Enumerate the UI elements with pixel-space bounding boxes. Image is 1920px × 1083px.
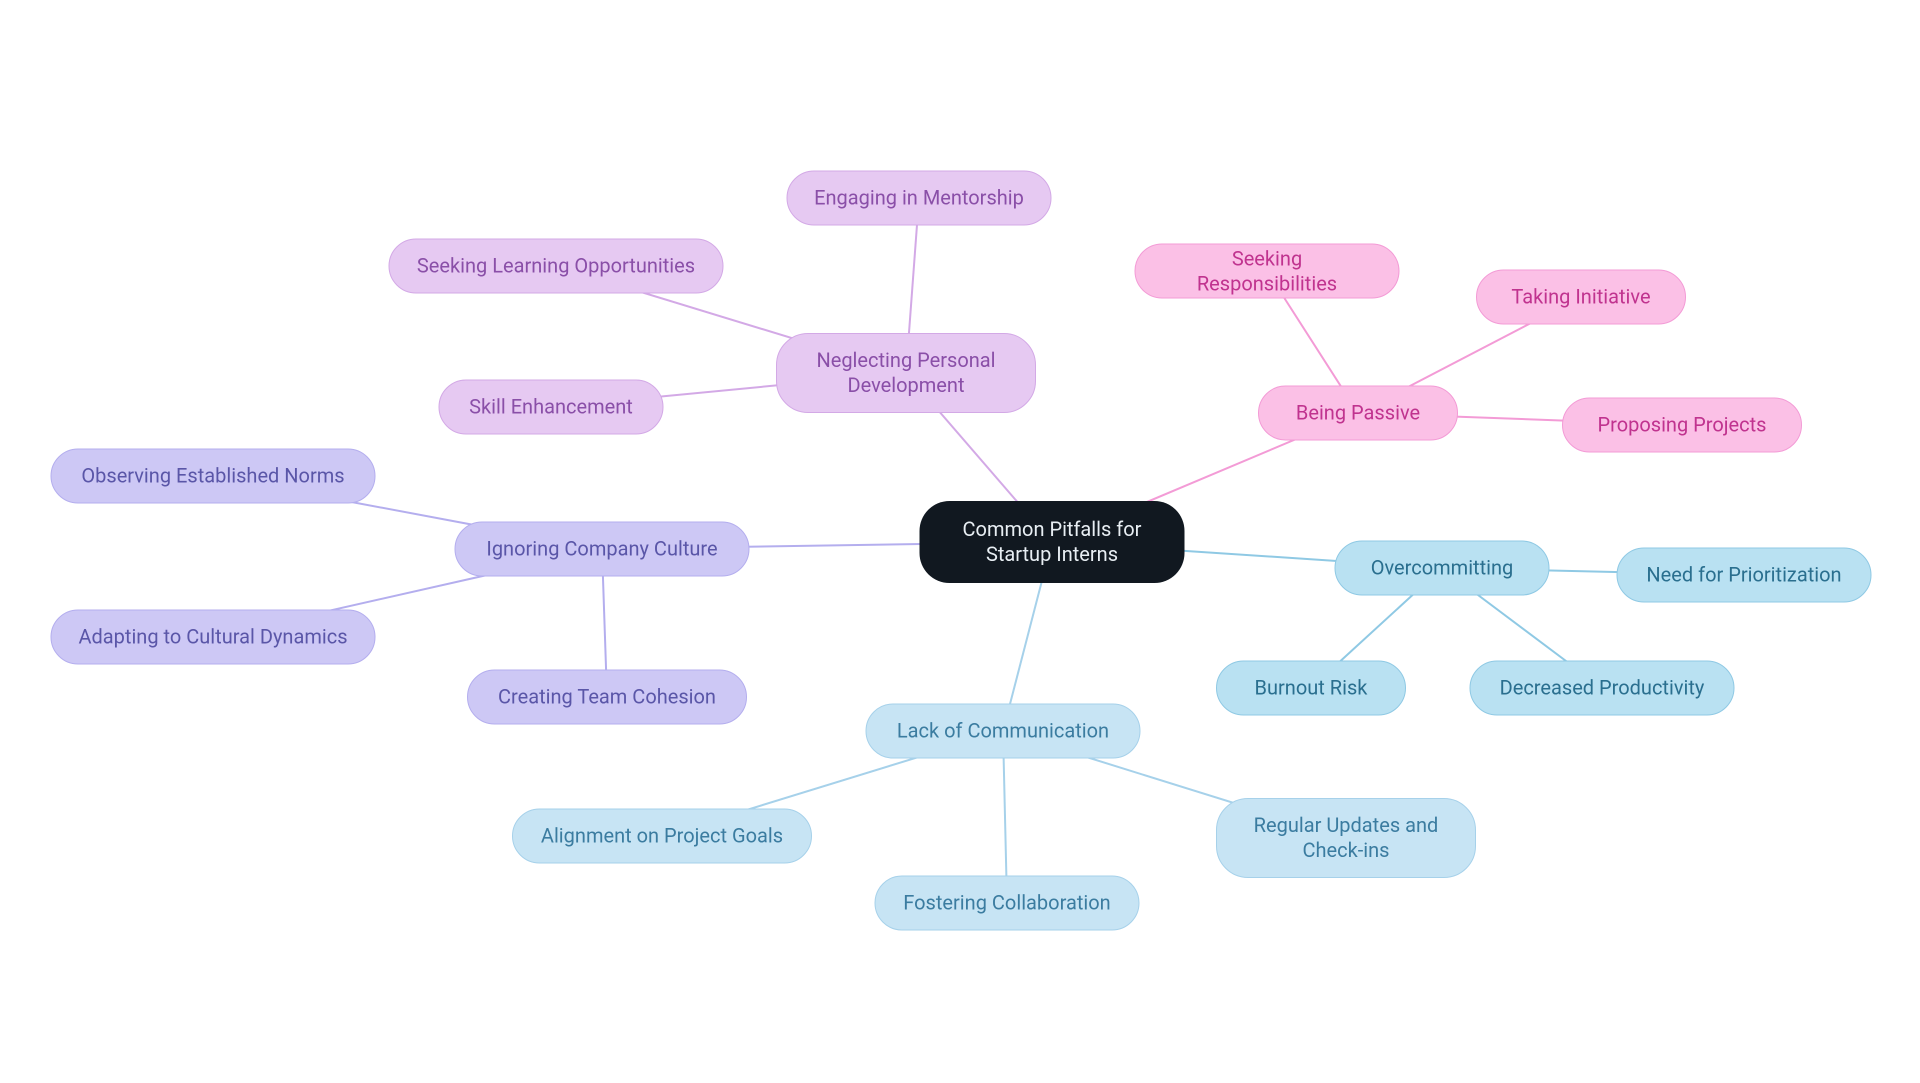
mindmap-canvas: Common Pitfalls for Startup Interns Over… xyxy=(0,0,1920,1083)
center-node: Common Pitfalls for Startup Interns xyxy=(920,501,1185,583)
leaf-node-overcommitting-0: Need for Prioritization xyxy=(1617,548,1872,603)
leaf-node-communication-0: Alignment on Project Goals xyxy=(512,809,812,864)
leaf-node-culture-2: Creating Team Cohesion xyxy=(467,670,747,725)
leaf-node-overcommitting-2: Burnout Risk xyxy=(1216,661,1406,716)
hub-node-passive: Being Passive xyxy=(1258,386,1458,441)
leaf-node-passive-0: Seeking Responsibilities xyxy=(1135,244,1400,299)
leaf-node-personalDev-1: Seeking Learning Opportunities xyxy=(389,239,724,294)
hub-node-personalDev: Neglecting Personal Development xyxy=(776,333,1036,413)
hub-node-culture: Ignoring Company Culture xyxy=(455,522,750,577)
leaf-node-passive-2: Proposing Projects xyxy=(1562,398,1802,453)
leaf-node-culture-1: Adapting to Cultural Dynamics xyxy=(51,610,376,665)
leaf-node-passive-1: Taking Initiative xyxy=(1476,270,1686,325)
leaf-node-overcommitting-1: Decreased Productivity xyxy=(1470,661,1735,716)
leaf-node-culture-0: Observing Established Norms xyxy=(51,449,376,504)
hub-node-communication: Lack of Communication xyxy=(866,704,1141,759)
leaf-node-personalDev-2: Skill Enhancement xyxy=(439,380,664,435)
leaf-node-communication-1: Fostering Collaboration xyxy=(875,876,1140,931)
hub-node-overcommitting: Overcommitting xyxy=(1335,541,1550,596)
leaf-node-personalDev-0: Engaging in Mentorship xyxy=(787,171,1052,226)
leaf-node-communication-2: Regular Updates and Check-ins xyxy=(1216,798,1476,878)
